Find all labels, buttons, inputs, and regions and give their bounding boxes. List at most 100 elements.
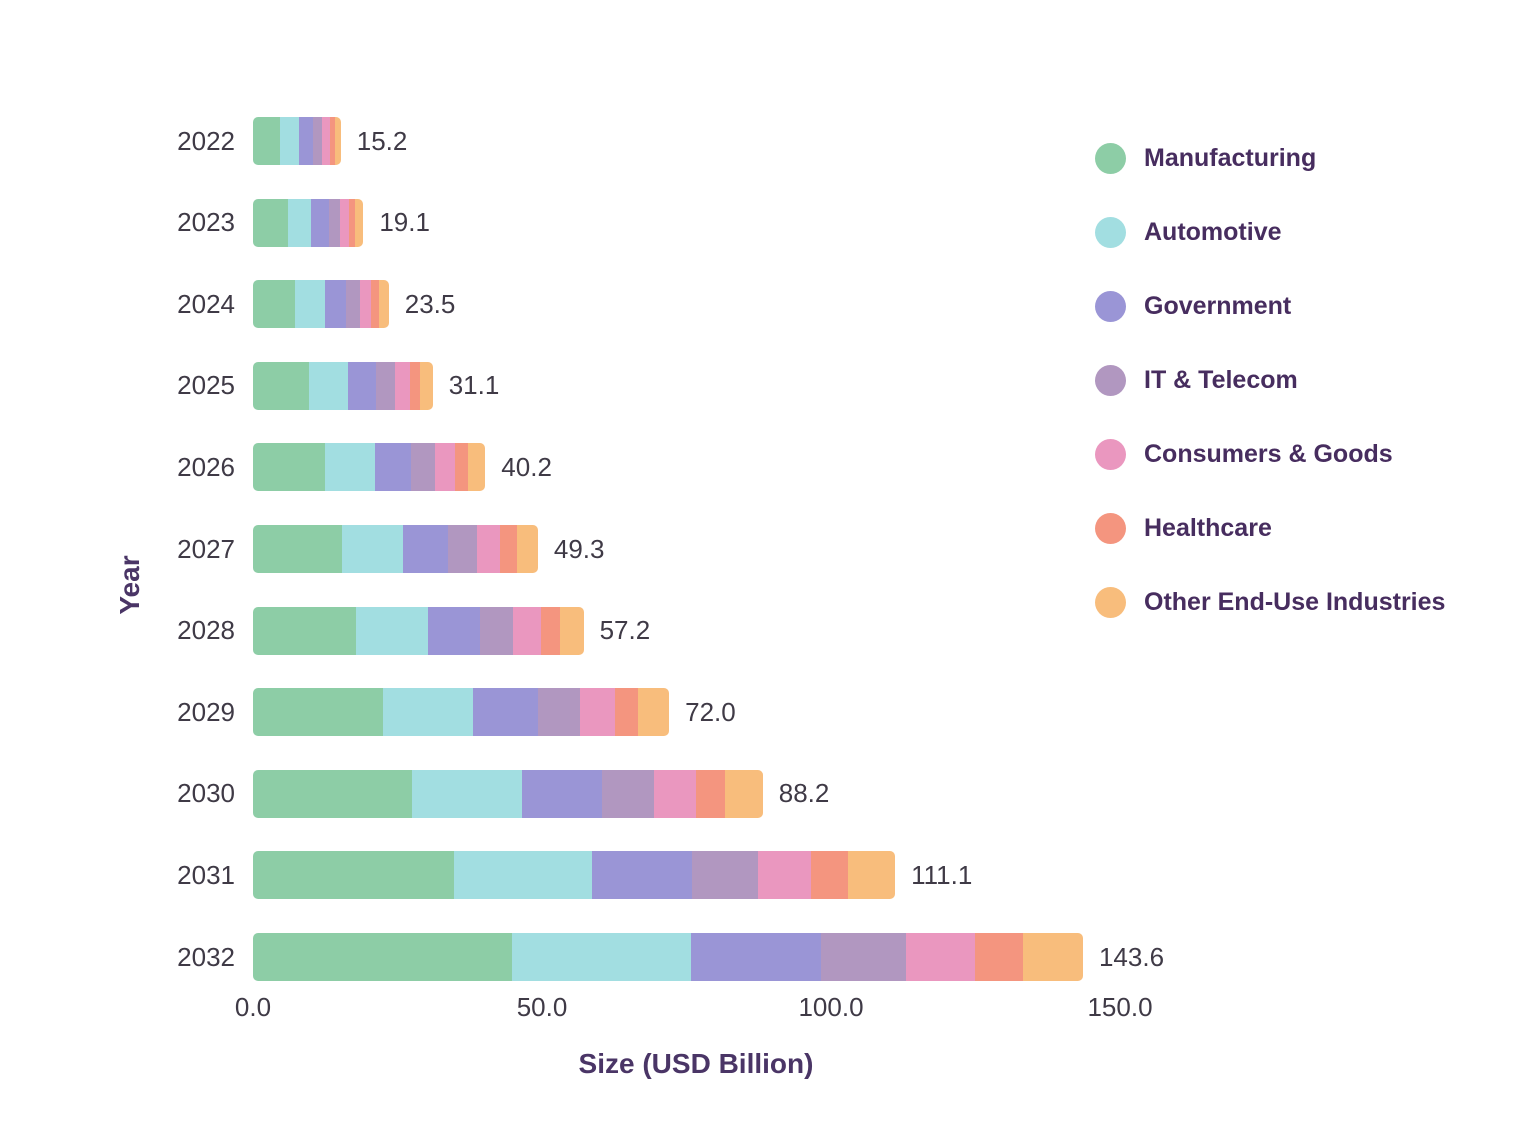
bar-row: 2029 72.0: [177, 688, 736, 737]
bar-segment-government: [311, 198, 329, 247]
bar-segment-other-end-use-industries: [516, 525, 538, 573]
bar-row: 2025 31.1: [177, 361, 499, 410]
year-label: 2022: [177, 125, 235, 156]
year-label: 2024: [177, 288, 235, 319]
bar-segment-government: [324, 280, 347, 329]
legend-marker-icon: [1095, 364, 1126, 396]
bar-segment-automotive: [383, 688, 473, 737]
bar-segment-consumers-goods: [322, 117, 330, 165]
bar-segment-manufacturing: [253, 606, 357, 655]
bar-stack: [253, 851, 896, 900]
x-tick-label: 50.0: [516, 992, 568, 1022]
bar-total-label: 143.6: [1098, 941, 1165, 972]
bar-segment-other-end-use-industries: [559, 606, 584, 655]
bar-row: 2027 49.3: [177, 525, 605, 573]
bar-segment-automotive: [287, 198, 312, 247]
bar-row: 2022 15.2: [177, 117, 408, 165]
bar-segment-automotive: [295, 280, 325, 329]
legend-label: Manufacturing: [1144, 143, 1317, 172]
bar-row: 2024 23.5: [177, 280, 455, 329]
bar-segment-government: [690, 933, 821, 981]
x-tick-label: 100.0: [798, 992, 864, 1022]
bar-total-label: 72.0: [685, 696, 736, 727]
bar-segment-consumers-goods: [580, 688, 615, 737]
bar-segment-government: [472, 688, 538, 737]
bar-stack: [253, 443, 486, 492]
x-axis-title: Size (USD Billion): [578, 1048, 814, 1079]
legend-item-automotive: Automotive: [1095, 216, 1445, 248]
bar-segment-it-telecom: [313, 117, 323, 165]
bar-stack: [253, 280, 389, 329]
bar-segment-it-telecom: [692, 851, 758, 900]
bar-row: 2026 40.2: [177, 443, 552, 492]
bar-total-label: 19.1: [379, 207, 430, 238]
legend-item-it-telecom: IT & Telecom: [1095, 364, 1445, 396]
bar-segment-automotive: [309, 361, 348, 410]
bar-segment-manufacturing: [253, 280, 296, 329]
bar-segment-healthcare: [811, 851, 848, 900]
legend-label: Healthcare: [1144, 513, 1272, 542]
bar-segment-government: [299, 117, 314, 165]
bar-total-label: 49.3: [553, 533, 605, 564]
bar-segment-manufacturing: [253, 443, 326, 492]
bar-row: 2031 111.1: [177, 851, 972, 900]
legend: Manufacturing Automotive Government IT & Te…: [1095, 142, 1445, 660]
bar-segment-government: [347, 361, 377, 410]
bar-segment-consumers-goods: [653, 769, 697, 818]
x-tick-label: 0.0: [234, 992, 272, 1022]
bar-segment-manufacturing: [253, 851, 454, 900]
bar-total-label: 15.2: [356, 125, 408, 156]
bar-segment-other-end-use-industries: [725, 769, 763, 818]
year-label: 2023: [177, 207, 235, 238]
legend-label: Other End-Use Industries: [1144, 587, 1446, 616]
bar-stack: [253, 117, 341, 165]
bar-segment-manufacturing: [253, 769, 412, 818]
legend-marker-icon: [1095, 586, 1126, 618]
bar-segment-automotive: [453, 851, 592, 900]
bar-segment-government: [374, 443, 412, 492]
bar-segment-automotive: [280, 117, 300, 165]
legend-marker-icon: [1095, 142, 1126, 174]
bar-segment-it-telecom: [411, 443, 436, 492]
bar-segment-consumers-goods: [394, 361, 410, 410]
bar-segment-healthcare: [696, 769, 726, 818]
bar-segment-automotive: [356, 606, 428, 655]
legend-label: IT & Telecom: [1144, 365, 1298, 394]
bar-segment-manufacturing: [253, 198, 288, 247]
year-label: 2026: [177, 451, 235, 482]
year-label: 2032: [177, 941, 235, 972]
bar-segment-healthcare: [409, 361, 420, 410]
year-label: 2031: [177, 859, 235, 890]
bar-stack: [253, 361, 433, 410]
bar-segment-other-end-use-industries: [847, 851, 896, 900]
bar-segment-consumers-goods: [513, 606, 541, 655]
bar-segment-it-telecom: [447, 525, 477, 573]
bar-segment-manufacturing: [253, 117, 281, 165]
bar-segment-it-telecom: [537, 688, 581, 737]
bar-segment-government: [521, 769, 602, 818]
bar-segment-it-telecom: [820, 933, 906, 981]
year-label: 2025: [177, 370, 235, 401]
bar-stack: [253, 606, 584, 655]
bar-stack: [253, 688, 670, 737]
bar-segment-other-end-use-industries: [419, 361, 433, 410]
legend-label: Government: [1144, 291, 1292, 320]
bar-segment-automotive: [411, 769, 522, 818]
bar-total-label: 57.2: [599, 615, 651, 646]
bar-stack: [253, 198, 364, 247]
bar-segment-it-telecom: [346, 280, 360, 329]
bar-row: 2028 57.2: [177, 606, 651, 655]
bar-total-label: 88.2: [778, 778, 830, 809]
bar-segment-government: [591, 851, 693, 900]
bar-segment-healthcare: [614, 688, 639, 737]
bar-segment-automotive: [342, 525, 404, 573]
bar-segment-manufacturing: [253, 361, 310, 410]
bar-segment-consumers-goods: [435, 443, 455, 492]
year-label: 2029: [177, 696, 235, 727]
bar-segment-healthcare: [975, 933, 1023, 981]
bar-segment-other-end-use-industries: [1022, 933, 1083, 981]
legend-item-other-end-use-industries: Other End-Use Industries: [1095, 586, 1445, 618]
year-label: 2027: [177, 533, 235, 564]
bar-segment-government: [403, 525, 448, 573]
y-axis-title: Year: [114, 555, 145, 615]
